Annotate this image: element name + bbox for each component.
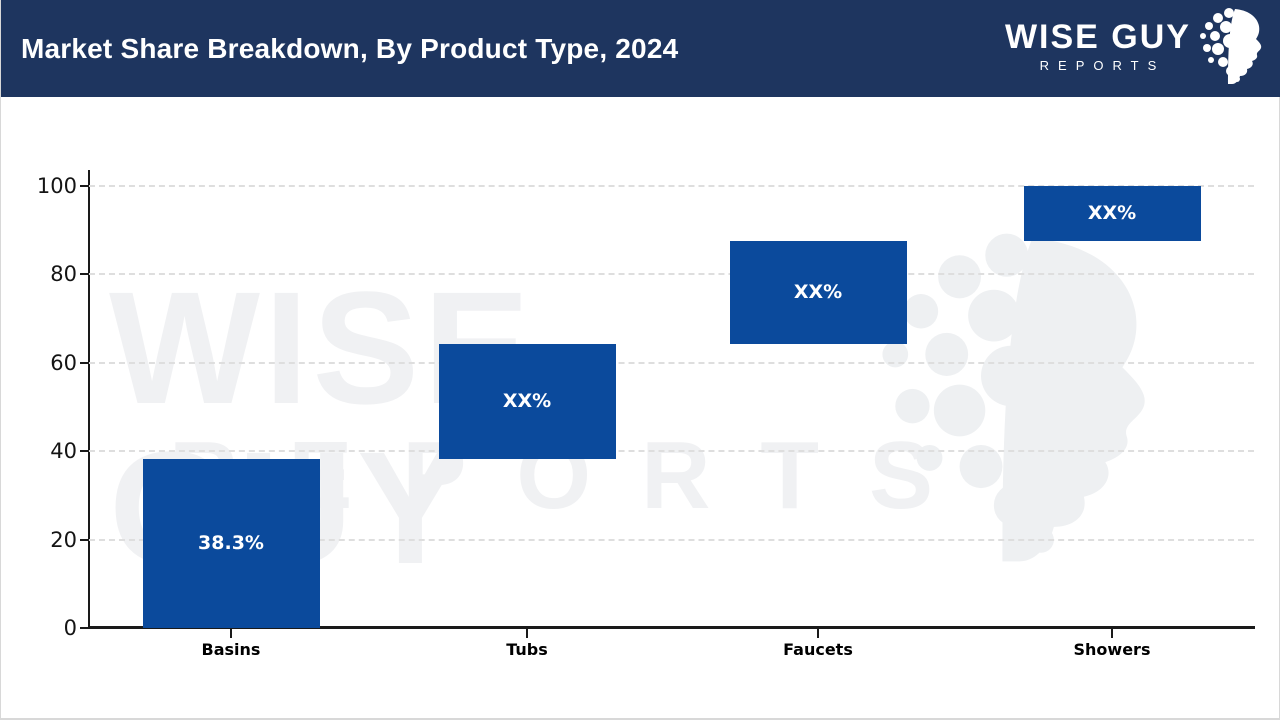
x-axis-line	[88, 626, 1255, 629]
bar: XX%	[438, 343, 616, 459]
x-category-label: Showers	[1073, 640, 1151, 659]
y-tick-mark	[80, 361, 89, 364]
brand-name: WISE GUY	[1004, 18, 1191, 57]
brand-logo-text: WISE GUY REPORTS	[1004, 18, 1191, 73]
x-tick-mark	[817, 629, 819, 638]
y-tick-mark	[80, 627, 89, 629]
bar: XX%	[729, 240, 907, 344]
watermark-head-icon	[882, 233, 1145, 562]
gridline	[89, 538, 1254, 541]
y-tick-mark	[80, 450, 89, 453]
brand-logo: WISE GUY REPORTS	[1005, 6, 1267, 86]
x-tick-mark	[230, 629, 232, 638]
x-category-label: Tubs	[506, 640, 548, 659]
bar: 38.3%	[142, 458, 320, 628]
x-category-label: Basins	[201, 640, 261, 659]
bar-value-label: XX%	[502, 390, 552, 413]
header-bar: Market Share Breakdown, By Product Type,…	[1, 0, 1280, 97]
x-category-label: Faucets	[783, 640, 853, 659]
gridline	[89, 450, 1254, 453]
brand-head-icon	[1200, 8, 1262, 84]
y-tick-label: 20	[50, 527, 77, 552]
y-tick-label: 0	[63, 616, 77, 640]
x-tick-mark	[1111, 629, 1113, 638]
y-tick-mark	[80, 538, 89, 541]
gridline	[89, 273, 1254, 276]
y-tick-label: 60	[50, 350, 77, 375]
y-tick-label: 40	[50, 439, 77, 464]
y-tick-mark	[80, 273, 89, 276]
gridline	[89, 185, 1254, 187]
bar-value-label: XX%	[1087, 202, 1137, 225]
x-tick-mark	[526, 629, 528, 638]
bar-value-label: XX%	[793, 281, 843, 304]
gridline	[89, 361, 1254, 364]
bar: XX%	[1023, 186, 1201, 241]
bar-value-label: 38.3%	[198, 532, 264, 555]
page-title: Market Share Breakdown, By Product Type,…	[21, 32, 679, 64]
y-tick-label: 80	[50, 262, 77, 287]
brand-subname: REPORTS	[1039, 57, 1166, 73]
y-axis-line	[88, 170, 90, 628]
y-tick-mark	[80, 185, 89, 187]
y-tick-label: 100	[36, 174, 77, 198]
